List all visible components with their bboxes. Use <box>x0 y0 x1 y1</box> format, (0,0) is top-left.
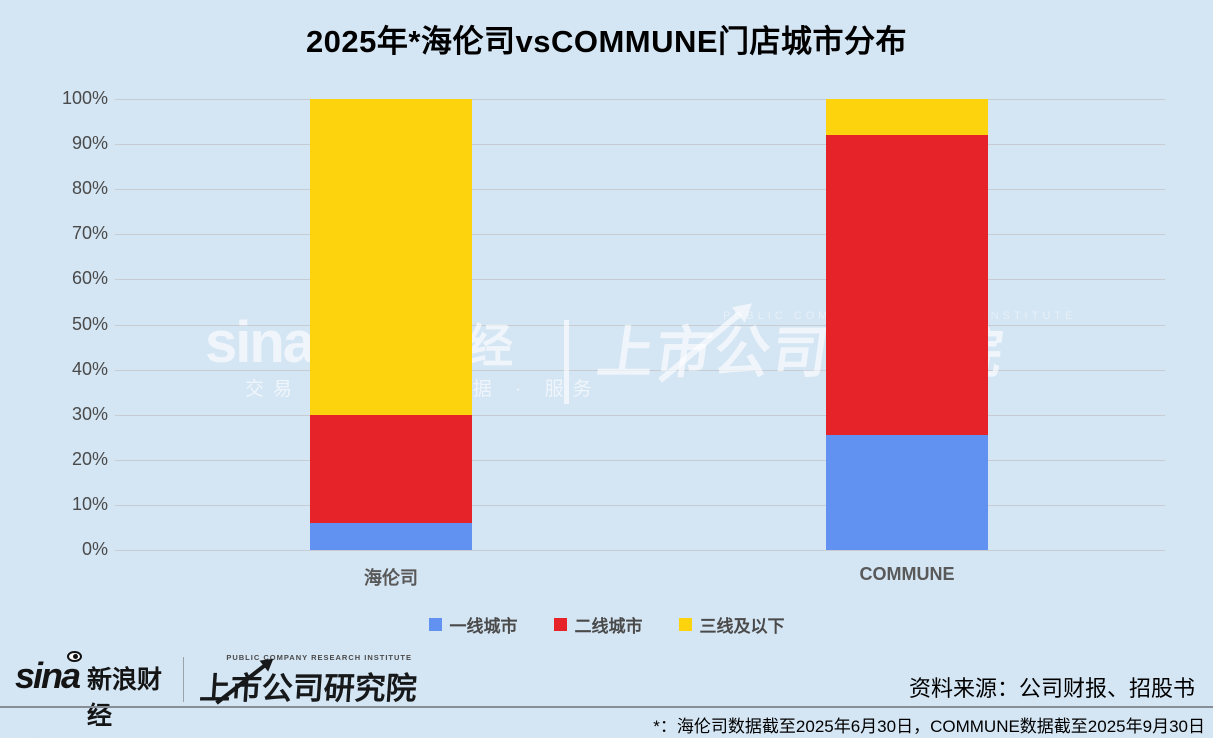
gridline-70% <box>115 234 1165 236</box>
bar-segment-series-1 <box>826 135 988 435</box>
x-axis-label: COMMUNE <box>859 564 955 584</box>
legend-item-0: 一线城市 <box>428 612 518 637</box>
plot-area <box>115 99 1165 551</box>
x-axis-label: 海伦司 <box>364 568 418 588</box>
legend-label: 一线城市 <box>449 617 518 636</box>
y-tick-label: 90% <box>71 133 108 154</box>
y-tick-label: 20% <box>71 448 108 469</box>
stacked-bar-commune <box>826 99 988 550</box>
stacked-bar-helens <box>310 99 472 550</box>
gridline-10% <box>115 504 1165 506</box>
gridline-20% <box>115 459 1165 461</box>
gridline-40% <box>115 369 1165 371</box>
bar-segment-series-2 <box>826 99 988 136</box>
y-tick-label: 40% <box>71 358 108 379</box>
y-tick-label: 10% <box>71 493 108 514</box>
gridline-60% <box>115 279 1165 281</box>
footnote-separator <box>0 706 1213 708</box>
data-source: 资料来源：公司财报、招股书 <box>908 676 1195 701</box>
legend: 一线城市 二线城市 三线及以下 <box>0 612 1213 637</box>
y-tick-label: 70% <box>71 223 108 244</box>
legend-item-1: 二线城市 <box>553 612 643 637</box>
research-institute-logo: PUBLIC COMPANY RESEARCH INSTITUTE 上市公司研究… <box>199 650 418 706</box>
sina-finance-name: 新浪财经 <box>87 666 163 730</box>
y-tick-label: 30% <box>71 403 108 424</box>
y-tick-label: 50% <box>71 313 108 334</box>
footnote: *：海伦司数据截至2025年6月30日，COMMUNE数据截至2025年9月30… <box>653 717 1205 736</box>
gridline-80% <box>115 189 1165 191</box>
y-tick-label: 0% <box>81 539 108 559</box>
y-tick-label: 80% <box>71 178 108 199</box>
bar-segment-series-0 <box>826 435 988 550</box>
legend-label: 三线及以下 <box>699 617 785 636</box>
legend-item-2: 三线及以下 <box>678 612 785 637</box>
sina-eye-icon <box>63 647 89 662</box>
bar-segment-series-0 <box>310 522 472 550</box>
legend-marker-icon <box>678 618 692 631</box>
gridline-30% <box>115 414 1165 416</box>
bar-segment-series-1 <box>310 414 472 523</box>
y-tick-label: 100% <box>61 88 108 108</box>
y-tick-label: 60% <box>71 268 108 289</box>
gridline-100% <box>115 99 1165 100</box>
legend-marker-icon <box>428 618 442 631</box>
legend-marker-icon <box>553 618 567 631</box>
sina-wordmark: sina <box>15 655 81 696</box>
legend-label: 二线城市 <box>574 617 643 636</box>
gridline-90% <box>115 144 1165 146</box>
institute-name: 上市公司研究院 <box>198 671 419 706</box>
footer-logo-divider <box>183 657 184 702</box>
institute-subtitle: PUBLIC COMPANY RESEARCH INSTITUTE <box>226 653 412 662</box>
gridline-50% <box>115 324 1165 326</box>
bar-segment-series-2 <box>310 99 472 415</box>
sina-finance-logo: sina 新浪财经 交易 · 资讯 · 数据 · 服务 <box>15 651 183 738</box>
chart-area: 0% 10% 20% 30% 40% 50% 60% 70% 80% 90% 100% <box>0 88 1213 559</box>
page-title: 2025年*海伦司vsCOMMUNE门店城市分布 <box>305 24 908 59</box>
gridline-0% <box>115 550 1165 551</box>
